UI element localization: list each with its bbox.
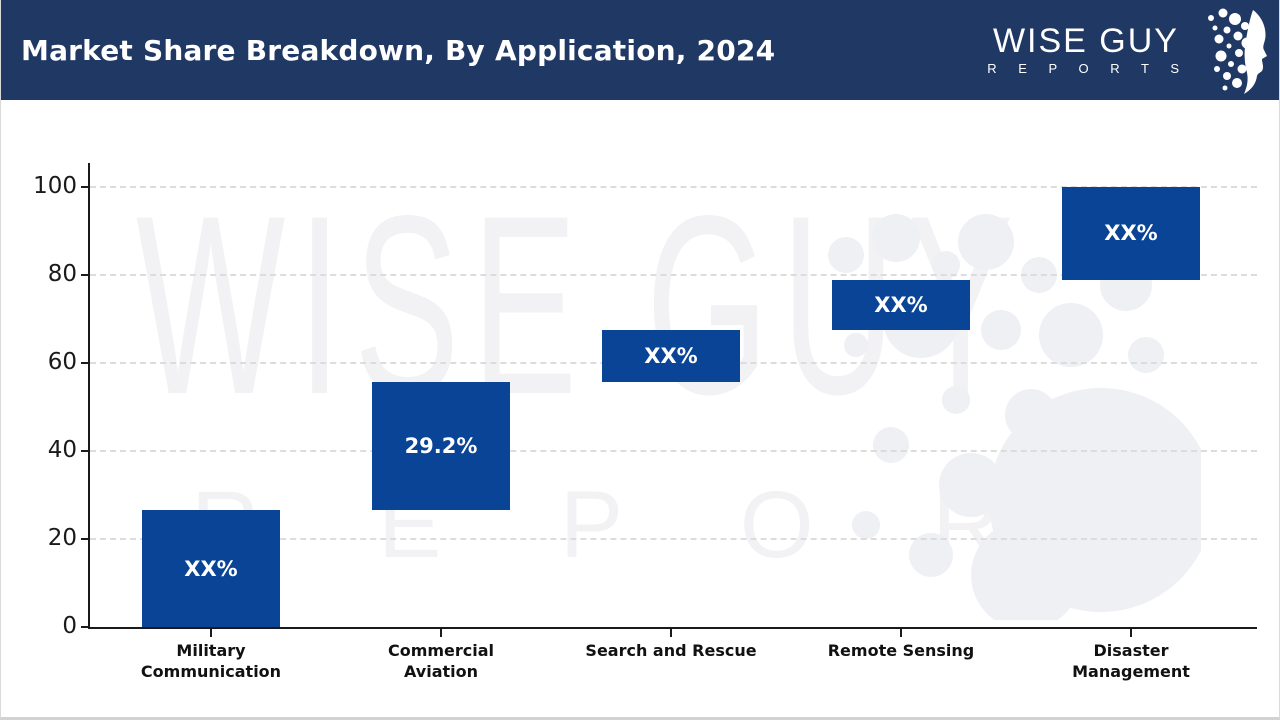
logo-wordmark: WISE GUY <box>992 22 1179 60</box>
x-category-label: Disaster Management <box>1072 641 1190 681</box>
x-tick-mark <box>440 629 442 637</box>
y-axis-line <box>88 163 90 629</box>
x-category-label: Search and Rescue <box>585 641 757 660</box>
plot: XX% 29.2% XX% XX% XX% <box>90 163 1257 627</box>
gridline-y80 <box>90 274 1257 276</box>
x-tick-mark <box>210 629 212 637</box>
x-tick-mark <box>1130 629 1132 637</box>
gridline-y20 <box>90 538 1257 540</box>
waterfall-bar: XX% <box>602 330 740 382</box>
bar-value-label: XX% <box>1104 221 1158 246</box>
logo-subtext: R E P O R T S <box>987 61 1188 76</box>
bar-value-label: XX% <box>644 344 698 369</box>
bar-value-label: 29.2% <box>404 434 478 459</box>
waterfall-bar: 29.2% <box>372 381 510 511</box>
x-axis-line <box>88 627 1257 629</box>
logo-face-icon <box>1208 8 1267 94</box>
header-bar: Market Share Breakdown, By Application, … <box>1 0 1279 100</box>
y-tick-label: 60 <box>47 349 77 375</box>
logo-text: WISE GUY R E P O R T S <box>987 24 1179 76</box>
y-tick-label: 100 <box>33 173 77 199</box>
y-tick-mark <box>81 274 89 276</box>
y-tick-mark <box>81 450 89 452</box>
wiseguy-logo: WISE GUY R E P O R T S <box>987 6 1267 94</box>
waterfall-bar: XX% <box>832 279 970 331</box>
x-category-label: Military Communication <box>140 641 282 681</box>
y-tick-label: 0 <box>62 613 77 639</box>
x-tick-mark <box>670 629 672 637</box>
chart-title: Market Share Breakdown, By Application, … <box>21 33 776 67</box>
y-tick-label: 20 <box>47 525 77 551</box>
y-tick-mark <box>81 362 89 364</box>
y-tick-mark <box>81 186 89 188</box>
y-tick-label: 80 <box>47 261 77 287</box>
y-tick-mark <box>81 626 89 628</box>
x-category-label: Remote Sensing <box>827 641 975 660</box>
y-tick-label: 40 <box>47 437 77 463</box>
y-tick-mark <box>81 538 89 540</box>
x-category-label: Commercial Aviation <box>387 641 495 681</box>
bar-value-label: XX% <box>184 556 238 581</box>
bar-value-label: XX% <box>874 293 928 318</box>
gridline-y40 <box>90 450 1257 452</box>
x-tick-mark <box>900 629 902 637</box>
gridline-y100 <box>90 186 1257 188</box>
waterfall-bar: XX% <box>142 510 280 627</box>
waterfall-bar: XX% <box>1062 187 1200 280</box>
